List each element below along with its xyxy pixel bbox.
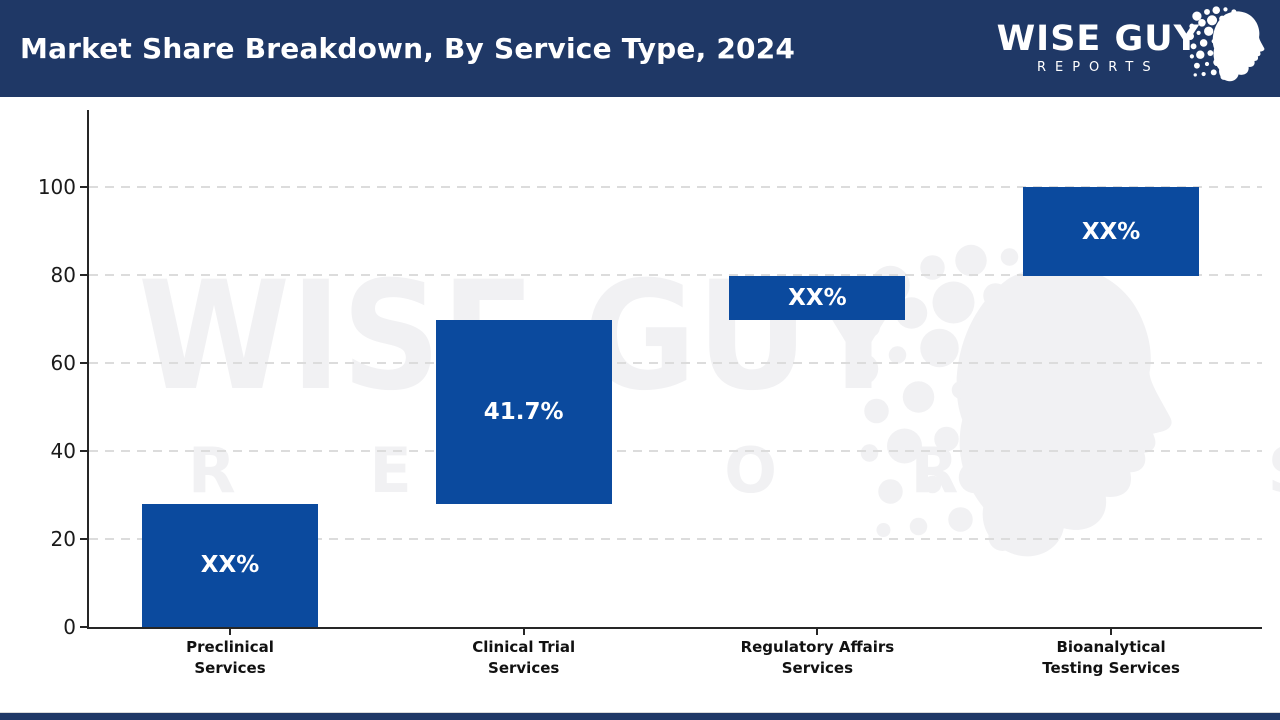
bar-preclinical-services: XX%	[142, 503, 318, 627]
x-tick-mark	[229, 629, 231, 635]
y-tick-label: 40	[50, 439, 76, 463]
gridline	[89, 450, 1262, 452]
bar-value-label: XX%	[200, 552, 260, 579]
x-category-label: Regulatory Affairs Services	[740, 638, 895, 677]
x-category-label: Clinical Trial Services	[472, 638, 576, 677]
x-tick-mark	[1110, 629, 1113, 635]
header: Market Share Breakdown, By Service Type,…	[0, 0, 1280, 97]
bar-regulatory-affairs-services: XX%	[729, 276, 906, 321]
y-tick-label: 20	[50, 527, 76, 551]
y-tick-mark	[80, 538, 88, 540]
logo-wordmark: WISE GUY	[996, 19, 1200, 60]
y-tick-mark	[80, 450, 88, 452]
y-tick-label: 60	[50, 351, 76, 375]
gridline	[89, 538, 1262, 540]
x-tick-mark	[816, 629, 819, 635]
footer-bar	[0, 712, 1280, 720]
bar-value-label: XX%	[1081, 218, 1141, 245]
y-tick-label: 0	[63, 615, 76, 639]
gridline	[89, 274, 1262, 276]
page-title: Market Share Breakdown, By Service Type,…	[20, 32, 796, 65]
x-tick-mark	[522, 629, 525, 635]
wiseguy-logo: WISE GUY REPORTS	[997, 6, 1270, 90]
x-category-label: Preclinical Services	[186, 638, 274, 677]
x-axis-line	[87, 627, 1262, 629]
y-tick-mark	[80, 362, 88, 364]
logo-head-icon	[1186, 6, 1270, 90]
bar-clinical-trial-services: 41.7%	[435, 320, 612, 504]
bar-value-label: 41.7%	[483, 399, 564, 426]
y-tick-label: 80	[50, 263, 76, 287]
y-tick-mark	[80, 626, 88, 628]
gridline	[89, 362, 1262, 364]
logo-subtext: REPORTS	[1036, 59, 1160, 75]
bar-bioanalytical-testing-services: XX%	[1023, 187, 1200, 277]
y-tick-mark	[80, 274, 88, 276]
y-tick-mark	[80, 186, 88, 188]
x-category-label: Bioanalytical Testing Services	[1042, 638, 1180, 677]
y-tick-label: 100	[37, 175, 76, 199]
logo-text: WISE GUY REPORTS	[997, 21, 1200, 75]
gridline	[89, 186, 1262, 188]
y-axis-line	[87, 110, 89, 629]
bar-value-label: XX%	[788, 285, 847, 312]
